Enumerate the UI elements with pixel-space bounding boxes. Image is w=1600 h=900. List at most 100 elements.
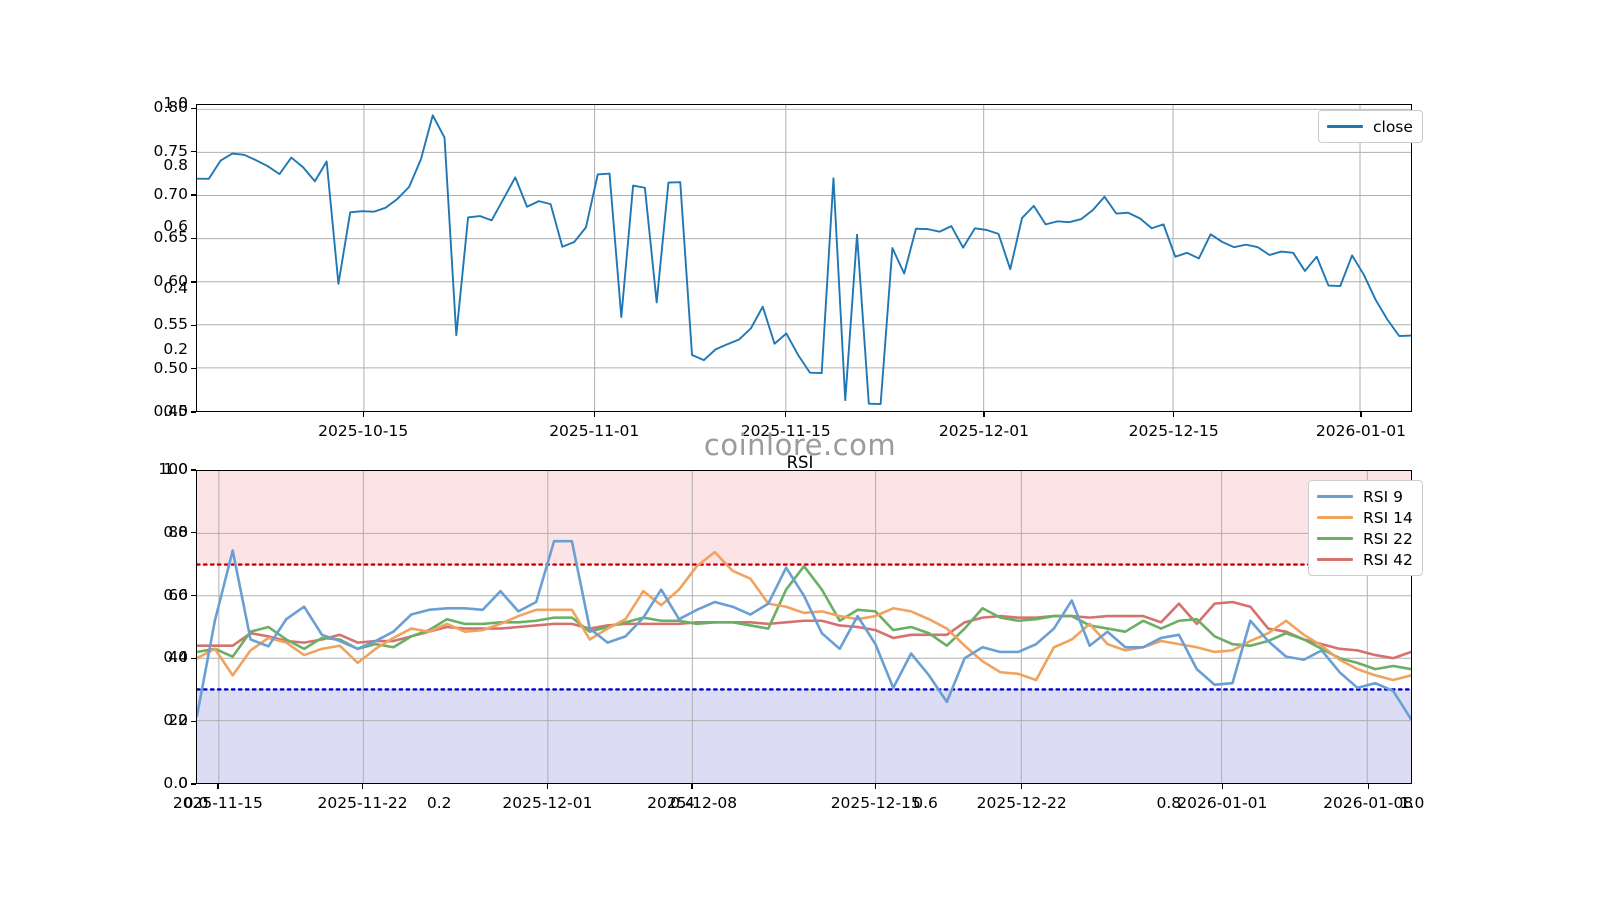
rsi-y-secondary-tick-label: 0.0 — [163, 774, 188, 792]
price-y-tick-label: 0.70 — [153, 185, 188, 204]
rsi-y-tick-mark — [191, 783, 196, 785]
rsi-x-tick-label: 2026-01-01 — [1177, 794, 1268, 812]
price-y-tick-label: 0.80 — [153, 98, 188, 117]
legend-item-close[interactable]: close — [1327, 116, 1413, 137]
rsi-x-tick-mark — [217, 784, 219, 789]
price-x-tick-mark — [785, 412, 787, 417]
price-y-secondary-tick-label: 0.0 — [163, 402, 188, 420]
price-x-tick-mark — [362, 412, 364, 417]
price-y-tick-label: 0.60 — [153, 271, 188, 290]
rsi-x-secondary-tick-label: 1.0 — [1399, 794, 1425, 812]
price-y-tick-label: 0.55 — [153, 315, 188, 334]
price-y-tick-label: 0.65 — [153, 228, 188, 247]
legend-swatch-rsi-42 — [1317, 558, 1353, 561]
oversold-zone — [197, 689, 1411, 783]
rsi-x-tick-label: 2026-01-08 — [1323, 794, 1414, 812]
legend-label: RSI 14 — [1363, 508, 1413, 527]
rsi-x-secondary-tick-label: 0.6 — [913, 794, 938, 812]
rsi-y-tick-mark — [191, 720, 196, 722]
legend-label: RSI 42 — [1363, 550, 1413, 569]
rsi-y-tick-label: 0 — [178, 774, 188, 792]
rsi-x-secondary-tick-label: 0.2 — [426, 794, 452, 812]
price-y-tick-mark — [191, 324, 196, 326]
price-y-secondary-tick-label: 0.2 — [163, 340, 188, 359]
price-x-tick-mark — [1360, 412, 1362, 417]
rsi-x-secondary-tick-label: 0.4 — [670, 794, 695, 812]
rsi-y-secondary-tick-label: 1.0 — [163, 460, 188, 478]
rsi-y-tick-mark — [191, 469, 196, 471]
price-y-tick-mark — [191, 194, 196, 196]
price-x-tick-mark — [593, 412, 595, 417]
rsi-y-tick-mark — [191, 594, 196, 597]
price-y-tick-mark — [191, 411, 196, 413]
legend-label: close — [1373, 117, 1413, 136]
legend-item-rsi-14[interactable]: RSI 14 — [1317, 507, 1413, 528]
rsi-x-secondary-tick-label: 0.0 — [183, 794, 209, 812]
legend-item-rsi-42[interactable]: RSI 42 — [1317, 549, 1413, 570]
price-plot — [197, 105, 1411, 411]
price-x-tick-label: 2025-12-15 — [1128, 422, 1219, 440]
rsi-y-secondary-tick-label: 0.2 — [163, 711, 188, 730]
price-y-secondary-tick-label: 0.4 — [163, 278, 188, 297]
legend-swatch-rsi-9 — [1317, 495, 1353, 498]
price-x-tick-label: 2025-12-01 — [938, 422, 1029, 440]
legend-item-rsi-22[interactable]: RSI 22 — [1317, 528, 1413, 549]
rsi-x-tick-label: 2025-12-01 — [502, 794, 593, 812]
price-x-tick-mark — [1173, 412, 1175, 417]
legend-label: RSI 9 — [1363, 487, 1403, 506]
overbought-zone — [197, 471, 1411, 565]
rsi-plot — [197, 471, 1411, 783]
price-y-tick-mark — [191, 107, 196, 109]
rsi-x-tick-mark — [361, 784, 364, 789]
rsi-y-secondary-tick-label: 0.6 — [163, 585, 188, 604]
price-chart-panel — [196, 104, 1412, 412]
rsi-chart-title: RSI — [786, 453, 814, 472]
rsi-x-tick-mark — [546, 784, 549, 789]
price-x-tick-mark — [983, 412, 985, 417]
price-y-tick-mark — [191, 151, 196, 153]
price-y-secondary-tick-label: 1.0 — [163, 94, 188, 112]
rsi-chart-panel — [196, 470, 1412, 784]
legend-swatch-close — [1327, 125, 1363, 128]
watermark: coinlore.com — [703, 428, 897, 462]
rsi-y-secondary-tick-label: 0.8 — [163, 522, 188, 541]
rsi-x-tick-mark — [1221, 784, 1223, 789]
price-x-tick-label: 2025-11-15 — [740, 422, 831, 440]
rsi-y-tick-mark — [191, 532, 196, 534]
rsi-y-tick-label: 100 — [158, 460, 188, 478]
series-rsi-22 — [197, 564, 1411, 671]
rsi-x-tick-label: 2025-12-08 — [647, 794, 738, 812]
rsi-legend: RSI 9 RSI 14 RSI 22 RSI 42 — [1308, 480, 1423, 576]
price-x-tick-label: 2026-01-01 — [1315, 422, 1406, 440]
rsi-x-tick-label: 2025-11-22 — [317, 794, 408, 812]
price-y-tick-mark — [191, 367, 196, 370]
series-close — [197, 114, 1411, 406]
legend-swatch-rsi-22 — [1317, 537, 1353, 540]
price-y-tick-label: 0.75 — [153, 141, 188, 160]
rsi-x-tick-mark — [691, 784, 693, 789]
price-y-secondary-tick-label: 0.8 — [163, 155, 188, 174]
rsi-y-tick-label: 40 — [168, 648, 188, 667]
price-y-tick-label: 0.45 — [153, 402, 188, 420]
rsi-x-secondary-tick-label: 0.8 — [1156, 794, 1182, 812]
series-rsi-9 — [197, 539, 1411, 721]
price-y-tick-mark — [191, 237, 196, 240]
rsi-x-tick-label: 2025-12-22 — [976, 794, 1067, 812]
legend-item-rsi-9[interactable]: RSI 9 — [1317, 486, 1413, 507]
rsi-y-tick-label: 60 — [168, 585, 188, 604]
price-y-tick-mark — [191, 281, 196, 283]
rsi-x-tick-mark — [1367, 784, 1369, 789]
rsi-x-tick-label: 2025-11-15 — [172, 794, 263, 812]
price-y-secondary-tick-label: 0.6 — [163, 217, 188, 236]
rsi-x-tick-mark — [1021, 784, 1023, 789]
rsi-x-tick-label: 2025-12-15 — [830, 794, 921, 812]
rsi-x-tick-mark — [875, 784, 877, 789]
series-rsi-14 — [197, 550, 1411, 682]
price-y-tick-label: 0.50 — [153, 358, 188, 377]
legend-label: RSI 22 — [1363, 529, 1413, 548]
price-x-tick-label: 2025-10-15 — [318, 422, 409, 440]
price-legend: close — [1318, 110, 1423, 143]
rsi-y-tick-label: 20 — [168, 711, 188, 730]
rsi-y-secondary-tick-label: 0.4 — [163, 648, 188, 667]
